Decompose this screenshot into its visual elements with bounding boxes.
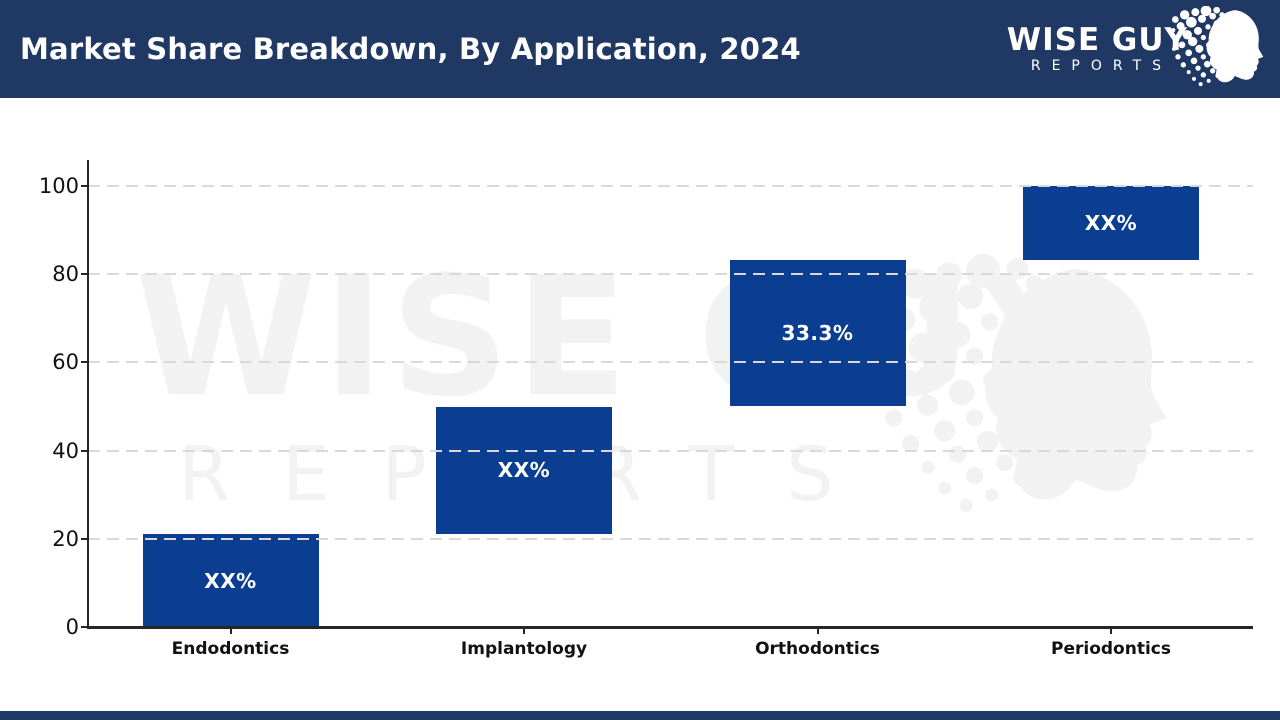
y-tick-label: 100 (38, 174, 79, 198)
x-axis (87, 626, 1253, 629)
page-title: Market Share Breakdown, By Application, … (20, 32, 801, 66)
y-axis (87, 160, 89, 629)
footer-bar (0, 711, 1280, 720)
bar-value-label: XX% (1084, 210, 1138, 235)
brand-subtitle: REPORTS (1030, 57, 1173, 74)
x-category-label: Endodontics (171, 639, 290, 659)
x-category-label: Orthodontics (755, 639, 880, 659)
y-tick-label: 80 (52, 262, 79, 287)
y-tick-mark (81, 273, 88, 276)
gridline (88, 537, 1253, 540)
bar-endodontics: XX% (142, 534, 319, 627)
header: Market Share Breakdown, By Application, … (0, 0, 1280, 98)
y-tick-label: 60 (52, 350, 79, 375)
bar-value-label: 33.3% (781, 321, 854, 346)
brand-logo: WISE GUY REPORTS (1007, 5, 1280, 93)
gridline (88, 449, 1253, 452)
brand-name: WISE GUY (1006, 22, 1188, 59)
x-category-label: Periodontics (1051, 639, 1171, 659)
x-tick-mark (229, 629, 232, 634)
x-tick-mark (816, 629, 819, 634)
bar-orthodontics: 33.3% (729, 259, 906, 407)
gridline (88, 361, 1253, 364)
brand-logo-text: WISE GUY REPORTS (1007, 24, 1188, 74)
dotted-head-icon (1170, 5, 1270, 93)
y-tick-mark (81, 449, 88, 452)
y-tick-label: 40 (52, 438, 79, 463)
y-tick-mark (81, 361, 88, 364)
y-tick-mark (81, 537, 88, 540)
bar-value-label: XX% (497, 458, 551, 483)
bar-periodontics: XX% (1023, 186, 1199, 260)
x-tick-mark (1110, 629, 1112, 634)
bar-implantology: XX% (436, 406, 612, 535)
y-tick-mark (81, 185, 88, 187)
bar-value-label: XX% (204, 568, 257, 593)
x-category-label: Implantology (460, 639, 588, 659)
y-tick-mark (81, 626, 88, 628)
dotted-head-icon (1171, 5, 1264, 86)
gridline (88, 185, 1253, 187)
x-tick-mark (523, 629, 525, 634)
gridline (88, 273, 1253, 276)
y-tick-label: 0 (65, 615, 79, 639)
y-tick-label: 20 (52, 526, 79, 551)
watermark-text: WISE GUY (135, 241, 1105, 433)
